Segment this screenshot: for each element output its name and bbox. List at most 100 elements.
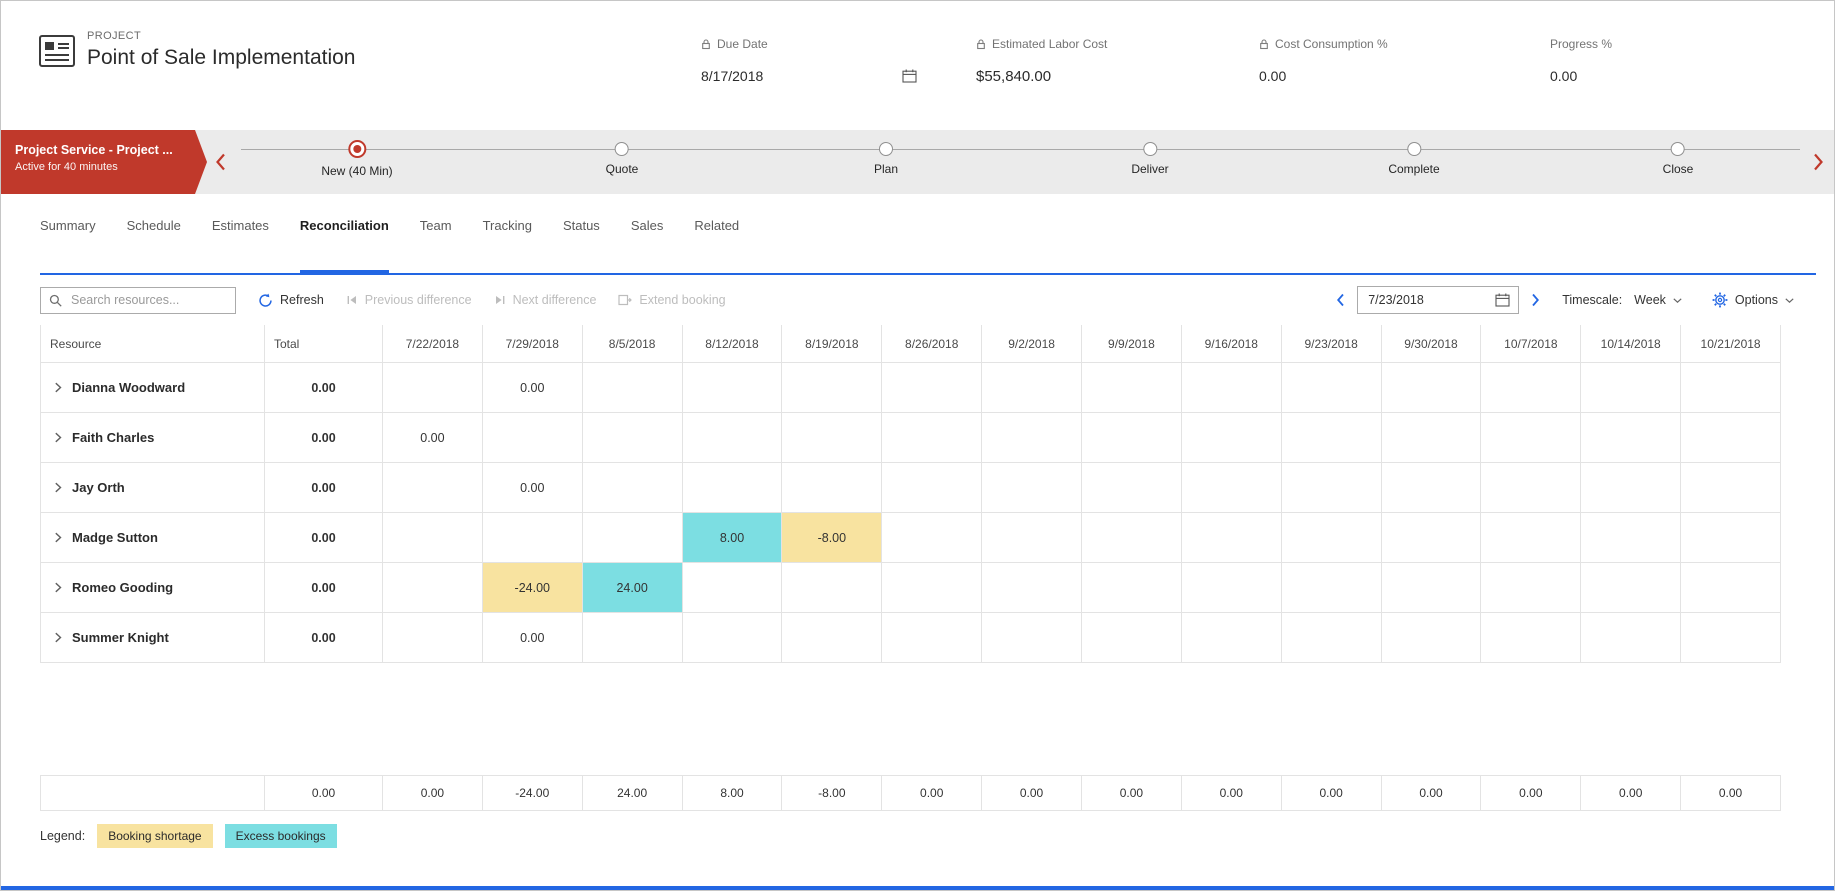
week-cell[interactable] <box>1581 563 1682 612</box>
week-cell[interactable] <box>483 413 583 462</box>
expand-chevron-icon[interactable] <box>54 532 62 543</box>
tab-team[interactable]: Team <box>419 218 452 233</box>
bpf-stage-complete[interactable]: Complete <box>1388 130 1440 176</box>
week-cell[interactable] <box>1182 613 1282 662</box>
week-cell[interactable] <box>583 613 683 662</box>
tab-status[interactable]: Status <box>562 218 600 233</box>
tab-schedule[interactable]: Schedule <box>126 218 181 233</box>
week-cell[interactable] <box>782 363 883 412</box>
week-cell[interactable] <box>1382 363 1482 412</box>
week-cell[interactable] <box>1082 363 1182 412</box>
bpf-scroll-right-icon[interactable] <box>1813 153 1824 171</box>
resource-name-cell[interactable]: Jay Orth <box>40 463 265 512</box>
week-cell[interactable] <box>882 563 983 612</box>
week-cell[interactable] <box>882 613 983 662</box>
bpf-stage-new[interactable]: New (40 Min) <box>321 130 393 178</box>
bpf-scroll-left-icon[interactable] <box>215 153 226 171</box>
week-cell[interactable] <box>1681 513 1781 562</box>
date-picker-calendar-icon[interactable] <box>1495 293 1510 307</box>
week-cell[interactable] <box>782 563 883 612</box>
resource-name-cell[interactable]: Romeo Gooding <box>40 563 265 612</box>
week-cell[interactable] <box>882 513 983 562</box>
week-cell[interactable] <box>1282 563 1382 612</box>
week-cell[interactable] <box>782 413 883 462</box>
week-cell[interactable] <box>1382 563 1482 612</box>
stage-circle[interactable] <box>347 140 366 158</box>
week-cell[interactable] <box>1581 463 1682 512</box>
next-difference-button[interactable]: Next difference <box>494 293 596 307</box>
week-cell[interactable] <box>1581 363 1682 412</box>
week-cell[interactable] <box>1182 413 1282 462</box>
expand-chevron-icon[interactable] <box>54 632 62 643</box>
week-cell[interactable] <box>1082 563 1182 612</box>
week-cell[interactable] <box>1082 513 1182 562</box>
week-cell[interactable] <box>1681 463 1781 512</box>
due-date-calendar-icon[interactable] <box>902 69 917 83</box>
week-cell[interactable]: 8.00 <box>682 513 783 562</box>
week-cell[interactable] <box>683 613 783 662</box>
week-cell[interactable] <box>583 513 683 562</box>
week-cell[interactable] <box>982 513 1082 562</box>
week-cell[interactable] <box>1581 613 1682 662</box>
resource-name-cell[interactable]: Dianna Woodward <box>40 363 265 412</box>
week-cell[interactable] <box>383 513 483 562</box>
week-cell[interactable] <box>683 563 783 612</box>
week-cell[interactable] <box>1481 613 1582 662</box>
date-picker[interactable] <box>1357 286 1520 314</box>
week-cell[interactable] <box>1681 413 1781 462</box>
week-cell[interactable] <box>1282 413 1382 462</box>
week-cell[interactable] <box>1481 463 1582 512</box>
previous-difference-button[interactable]: Previous difference <box>346 293 472 307</box>
bpf-process-badge[interactable]: Project Service - Project ... Active for… <box>1 130 207 194</box>
bpf-stage-close[interactable]: Close <box>1663 130 1693 176</box>
week-cell[interactable] <box>483 513 583 562</box>
week-cell[interactable] <box>982 413 1082 462</box>
stage-circle[interactable] <box>1671 142 1685 156</box>
week-cell[interactable] <box>1282 513 1382 562</box>
next-period-icon[interactable] <box>1531 293 1540 307</box>
week-cell[interactable] <box>1182 463 1282 512</box>
week-cell[interactable] <box>982 463 1082 512</box>
bpf-stage-deliver[interactable]: Deliver <box>1131 130 1169 176</box>
week-cell[interactable] <box>1282 363 1382 412</box>
tab-sales[interactable]: Sales <box>630 218 664 233</box>
stage-circle[interactable] <box>879 142 893 156</box>
week-cell[interactable] <box>383 463 483 512</box>
expand-chevron-icon[interactable] <box>54 432 62 443</box>
tab-related[interactable]: Related <box>694 218 740 233</box>
extend-booking-button[interactable]: Extend booking <box>618 293 726 307</box>
tab-summary[interactable]: Summary <box>40 218 96 233</box>
week-cell[interactable] <box>1481 413 1582 462</box>
date-input[interactable] <box>1366 292 1477 308</box>
week-cell[interactable] <box>882 363 983 412</box>
search-resources-box[interactable] <box>40 286 236 314</box>
bpf-stage-quote[interactable]: Quote <box>606 130 638 176</box>
week-cell[interactable]: -8.00 <box>782 513 883 562</box>
week-cell[interactable] <box>1082 613 1182 662</box>
week-cell[interactable] <box>383 363 483 412</box>
expand-chevron-icon[interactable] <box>54 482 62 493</box>
week-cell[interactable] <box>383 613 483 662</box>
tab-tracking[interactable]: Tracking <box>482 218 532 233</box>
week-cell[interactable] <box>1182 563 1282 612</box>
week-cell[interactable] <box>782 463 883 512</box>
week-cell[interactable] <box>1382 513 1482 562</box>
resource-name-cell[interactable]: Faith Charles <box>40 413 265 462</box>
week-cell[interactable] <box>1382 413 1482 462</box>
week-cell[interactable] <box>782 613 883 662</box>
week-cell[interactable]: -24.00 <box>482 563 583 612</box>
week-cell[interactable]: 0.00 <box>483 613 583 662</box>
search-resources-input[interactable] <box>69 292 227 308</box>
expand-chevron-icon[interactable] <box>54 382 62 393</box>
week-cell[interactable] <box>1382 613 1482 662</box>
week-cell[interactable] <box>982 363 1082 412</box>
resource-name-cell[interactable]: Summer Knight <box>40 613 265 662</box>
resource-name-cell[interactable]: Madge Sutton <box>40 513 265 562</box>
week-cell[interactable] <box>683 463 783 512</box>
week-cell[interactable]: 0.00 <box>483 463 583 512</box>
week-cell[interactable] <box>1282 613 1382 662</box>
expand-chevron-icon[interactable] <box>54 582 62 593</box>
timescale-select[interactable]: Week <box>1634 293 1682 307</box>
options-button[interactable]: Options <box>1712 292 1794 308</box>
week-cell[interactable] <box>1581 513 1682 562</box>
